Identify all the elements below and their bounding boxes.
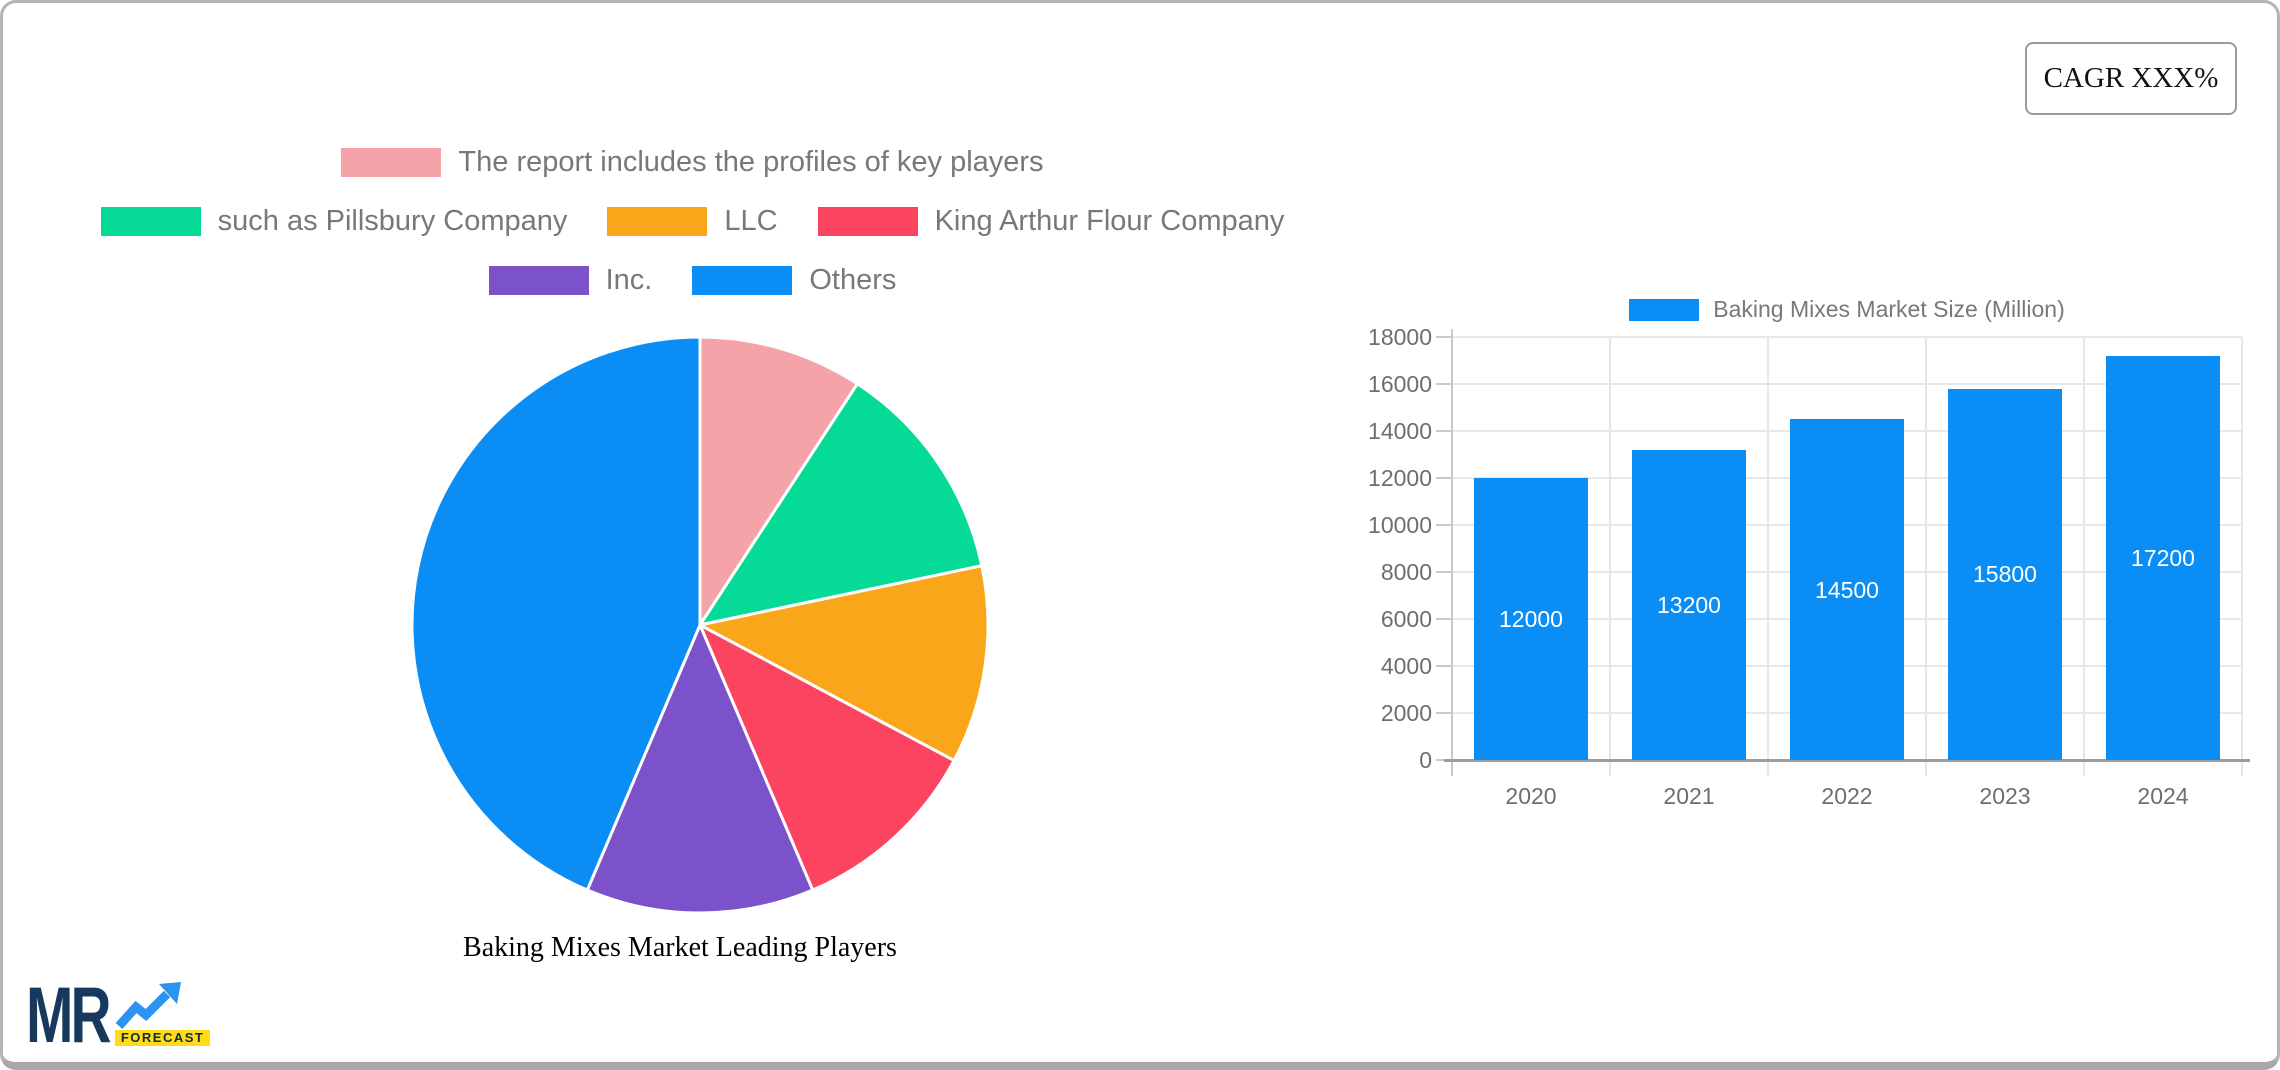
pie-legend-row: such as Pillsbury Company LLC King Arthur … xyxy=(100,205,1285,238)
y-axis-tick xyxy=(1436,665,1452,667)
bar xyxy=(1474,478,1588,760)
gridline-vertical xyxy=(1767,337,1769,776)
pie-slice xyxy=(698,335,859,627)
gridline-horizontal xyxy=(1452,336,2242,338)
x-axis-line xyxy=(1444,759,2250,762)
x-axis-label: 2024 xyxy=(2137,783,2189,809)
bar-legend-swatch xyxy=(1629,298,1700,321)
y-axis-tick xyxy=(1436,524,1452,526)
bar-chart: 0 2000 4000 6000 8000 10000 12000 14000 16000 180… xyxy=(1368,324,2250,809)
y-axis-label: 4000 xyxy=(1380,653,1432,679)
x-axis-label: 2023 xyxy=(1979,783,2031,809)
y-axis-tick xyxy=(1436,383,1452,385)
pie-legend-swatch xyxy=(692,266,793,295)
gridline-vertical xyxy=(2241,337,2243,776)
pie-legend-row: The report includes the profiles of key … xyxy=(341,146,1044,179)
y-axis-tick xyxy=(1436,477,1452,479)
bar-legend-label: Baking Mixes Market Size (Million) xyxy=(1713,296,2065,322)
bar xyxy=(1790,419,1904,760)
bar xyxy=(2106,355,2220,760)
pie-legend-label: Others xyxy=(809,264,897,296)
y-axis-label: 14000 xyxy=(1368,418,1432,444)
y-axis-label: 18000 xyxy=(1368,324,1432,350)
bar xyxy=(1948,388,2062,760)
y-axis-label: 2000 xyxy=(1380,700,1432,726)
pie-chart xyxy=(410,335,990,915)
gridline-vertical xyxy=(1925,337,1927,776)
pie-legend-swatch xyxy=(100,207,201,236)
pie-legend-swatch xyxy=(607,207,708,236)
pie-legend-item: King Arthur Flour Company xyxy=(817,205,1285,238)
logo-mr-text: MR xyxy=(26,970,112,1060)
bar-value-label: 13200 xyxy=(1657,591,1721,618)
bar-value-label: 12000 xyxy=(1499,606,1563,632)
x-axis-label: 2020 xyxy=(1505,783,1557,809)
pie-chart-title: Baking Mixes Market Leading Players xyxy=(463,932,897,963)
gridline-vertical xyxy=(1609,337,1611,776)
y-axis-tick xyxy=(1436,618,1452,620)
pie-legend-item: such as Pillsbury Company xyxy=(100,205,568,238)
gridline-horizontal xyxy=(1452,383,2242,385)
y-axis-tick xyxy=(1436,571,1452,573)
trend-arrow-icon xyxy=(115,982,181,1030)
y-axis-label: 10000 xyxy=(1368,512,1432,538)
bar-legend: Baking Mixes Market Size (Million) xyxy=(1452,296,2242,323)
x-axis-label: 2021 xyxy=(1663,783,1715,809)
pie-legend-swatch xyxy=(817,207,918,236)
y-axis-tick xyxy=(1436,712,1452,714)
y-axis-tick xyxy=(1436,336,1452,338)
bar xyxy=(1632,449,1746,760)
pie-legend-swatch xyxy=(488,266,589,295)
pie-slice xyxy=(410,335,702,892)
bar-value-label: 14500 xyxy=(1815,576,1879,603)
pie-legend-label: LLC xyxy=(724,205,778,237)
y-axis-label: 6000 xyxy=(1380,606,1432,632)
gridline-vertical xyxy=(2083,337,2085,776)
pie-slice xyxy=(698,382,984,627)
pie-slice xyxy=(698,564,990,763)
pie-slice xyxy=(698,623,956,892)
pie-slice xyxy=(585,623,815,915)
pie-legend-swatch xyxy=(341,148,442,177)
pie-legend-item: Inc. xyxy=(488,264,653,297)
cagr-label: CAGR XXX% xyxy=(2043,62,2219,94)
y-axis-label: 8000 xyxy=(1380,559,1432,585)
pie-legend-item: Others xyxy=(692,264,896,297)
cagr-badge: CAGR XXX% xyxy=(2025,42,2237,115)
y-axis-tick xyxy=(1436,430,1452,432)
pie-legend-item: The report includes the profiles of key … xyxy=(341,146,1044,179)
y-axis-label: 16000 xyxy=(1368,371,1432,397)
y-axis-line xyxy=(1451,329,1453,776)
bar-value-label: 15800 xyxy=(1973,561,2037,588)
bar-value-label: 17200 xyxy=(2131,544,2195,571)
pie-legend-label: Inc. xyxy=(605,264,653,296)
pie-legend-label: King Arthur Flour Company xyxy=(934,205,1285,237)
pie-legend-item: LLC xyxy=(607,205,778,238)
logo-forecast-text: FORECAST xyxy=(114,1030,211,1046)
pie-legend-label: such as Pillsbury Company xyxy=(217,205,568,237)
y-axis-label: 0 xyxy=(1419,747,1432,773)
pie-legend-label: The report includes the profiles of key … xyxy=(458,146,1044,178)
pie-legend: The report includes the profiles of key … xyxy=(0,146,1385,323)
x-axis-label: 2022 xyxy=(1821,783,1873,809)
pie-legend-row: Inc. Others xyxy=(488,264,896,297)
mr-forecast-logo: MR FORECAST xyxy=(26,970,211,1060)
y-axis-label: 12000 xyxy=(1368,465,1432,491)
